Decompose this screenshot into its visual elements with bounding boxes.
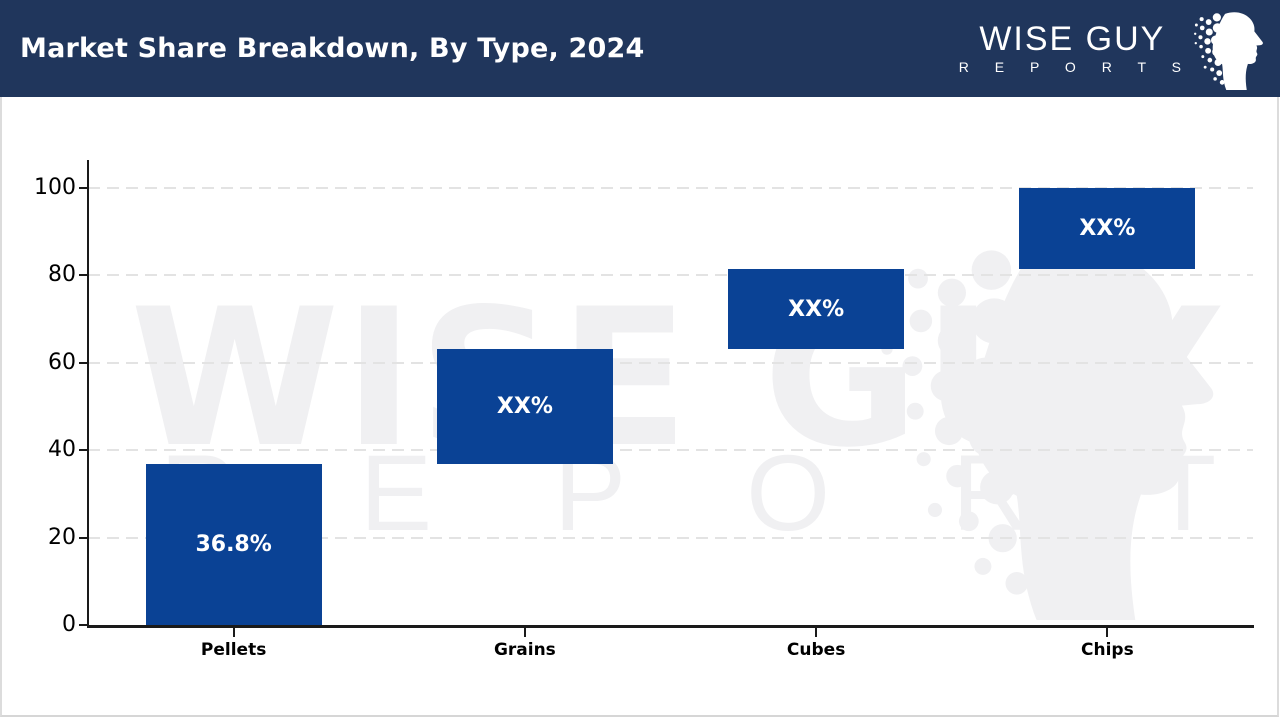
x-tick-cubes: [815, 628, 818, 637]
category-label-chips: Chips: [1081, 640, 1134, 660]
bar-value-label: XX%: [1079, 215, 1136, 241]
y-tick-label-100: 100: [34, 174, 76, 200]
bar-value-label: 36.8%: [195, 532, 272, 557]
y-tick-40: [79, 449, 88, 451]
y-tick-label-0: 0: [62, 612, 76, 637]
category-label-pellets: Pellets: [200, 640, 267, 660]
gridline-y-60: [88, 361, 1253, 364]
y-tick-20: [79, 536, 88, 539]
category-label-cubes: Cubes: [786, 640, 846, 660]
category-label-grains: Grains: [493, 640, 556, 660]
bar-chips: XX%: [1019, 187, 1196, 269]
x-tick-pellets: [232, 628, 235, 637]
brand-logo: WISE GUY R E P O R T S: [953, 8, 1268, 90]
y-tick-60: [79, 361, 88, 364]
x-tick-chips: [1106, 628, 1109, 637]
gridline-y-80: [88, 274, 1253, 276]
y-tick-label-40: 40: [48, 437, 76, 462]
page-title: Market Share Breakdown, By Type, 2024: [20, 33, 645, 64]
y-tick-label-80: 80: [48, 262, 76, 287]
gridline-y-40: [88, 449, 1253, 451]
gridline-y-100: [88, 186, 1253, 189]
y-tick-80: [79, 274, 88, 276]
y-tick-0: [79, 624, 88, 626]
bar-pellets: 36.8%: [145, 464, 322, 625]
bar-grains: XX%: [436, 349, 613, 464]
brand-name: WISE GUY: [979, 19, 1166, 58]
brand-subname: R E P O R T S: [958, 59, 1192, 76]
bar-value-label: XX%: [788, 296, 845, 322]
y-tick-label-20: 20: [48, 524, 76, 550]
x-tick-grains: [523, 628, 526, 637]
header-bar: Market Share Breakdown, By Type, 2024 WI…: [0, 0, 1280, 97]
gridline-y-20: [88, 536, 1253, 539]
brand-logo-text: WISE GUY R E P O R T S: [953, 19, 1192, 76]
x-axis-spine: [87, 625, 1254, 628]
dotted-head-icon: [1194, 11, 1263, 90]
y-tick-100: [79, 186, 88, 189]
bar-value-label: XX%: [496, 394, 553, 420]
bar-cubes: XX%: [728, 268, 905, 350]
y-tick-label-60: 60: [48, 349, 76, 375]
y-axis-spine: [87, 160, 89, 627]
